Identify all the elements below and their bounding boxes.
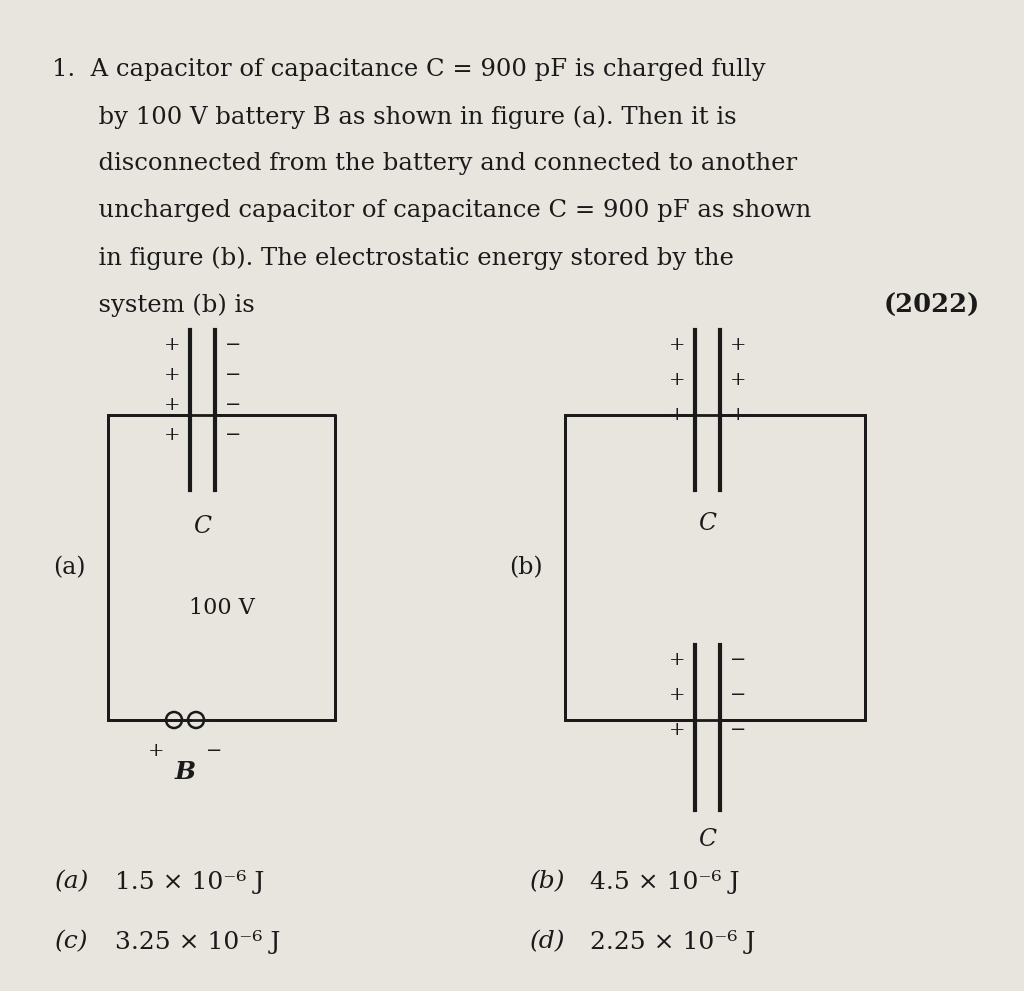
Text: +: + (669, 651, 685, 669)
Text: +: + (669, 406, 685, 424)
Text: (d): (d) (530, 930, 565, 953)
Text: B: B (174, 760, 196, 784)
Text: C: C (194, 515, 212, 538)
Text: +: + (164, 336, 180, 354)
Text: in figure (b). The electrostatic energy stored by the: in figure (b). The electrostatic energy … (52, 246, 734, 270)
Text: −: − (225, 426, 242, 444)
Text: 1.5 × 10⁻⁶ J: 1.5 × 10⁻⁶ J (115, 870, 264, 894)
Text: +: + (669, 371, 685, 389)
Text: +: + (164, 426, 180, 444)
Text: −: − (225, 336, 242, 354)
Text: +: + (164, 396, 180, 414)
Text: uncharged capacitor of capacitance C = 900 pF as shown: uncharged capacitor of capacitance C = 9… (52, 199, 811, 222)
Text: (a): (a) (55, 870, 89, 893)
Text: by 100 V battery B as shown in figure (a). Then it is: by 100 V battery B as shown in figure (a… (52, 105, 736, 129)
Text: −: − (225, 396, 242, 414)
Text: −: − (730, 721, 746, 739)
Text: (2022): (2022) (884, 293, 980, 318)
Text: (b): (b) (530, 870, 565, 893)
Text: (c): (c) (55, 930, 88, 953)
Text: +: + (164, 366, 180, 384)
Text: +: + (669, 686, 685, 704)
Text: (a): (a) (53, 556, 86, 579)
Text: 1.  A capacitor of capacitance C = 900 pF is charged fully: 1. A capacitor of capacitance C = 900 pF… (52, 58, 766, 81)
Text: 100 V: 100 V (188, 597, 254, 618)
Text: +: + (730, 406, 746, 424)
Text: C: C (698, 512, 717, 535)
Text: system (b) is: system (b) is (52, 293, 255, 316)
Text: 3.25 × 10⁻⁶ J: 3.25 × 10⁻⁶ J (115, 930, 281, 954)
Text: (b): (b) (509, 556, 543, 579)
Text: 2.25 × 10⁻⁶ J: 2.25 × 10⁻⁶ J (590, 930, 756, 954)
Text: +: + (669, 336, 685, 354)
Text: +: + (669, 721, 685, 739)
Text: −: − (225, 366, 242, 384)
Text: +: + (147, 742, 164, 760)
Text: C: C (698, 828, 717, 851)
Text: 4.5 × 10⁻⁶ J: 4.5 × 10⁻⁶ J (590, 870, 739, 894)
Text: +: + (730, 371, 746, 389)
Text: +: + (730, 336, 746, 354)
Text: disconnected from the battery and connected to another: disconnected from the battery and connec… (52, 152, 797, 175)
Text: −: − (730, 651, 746, 669)
Text: −: − (206, 742, 222, 760)
Text: −: − (730, 686, 746, 704)
